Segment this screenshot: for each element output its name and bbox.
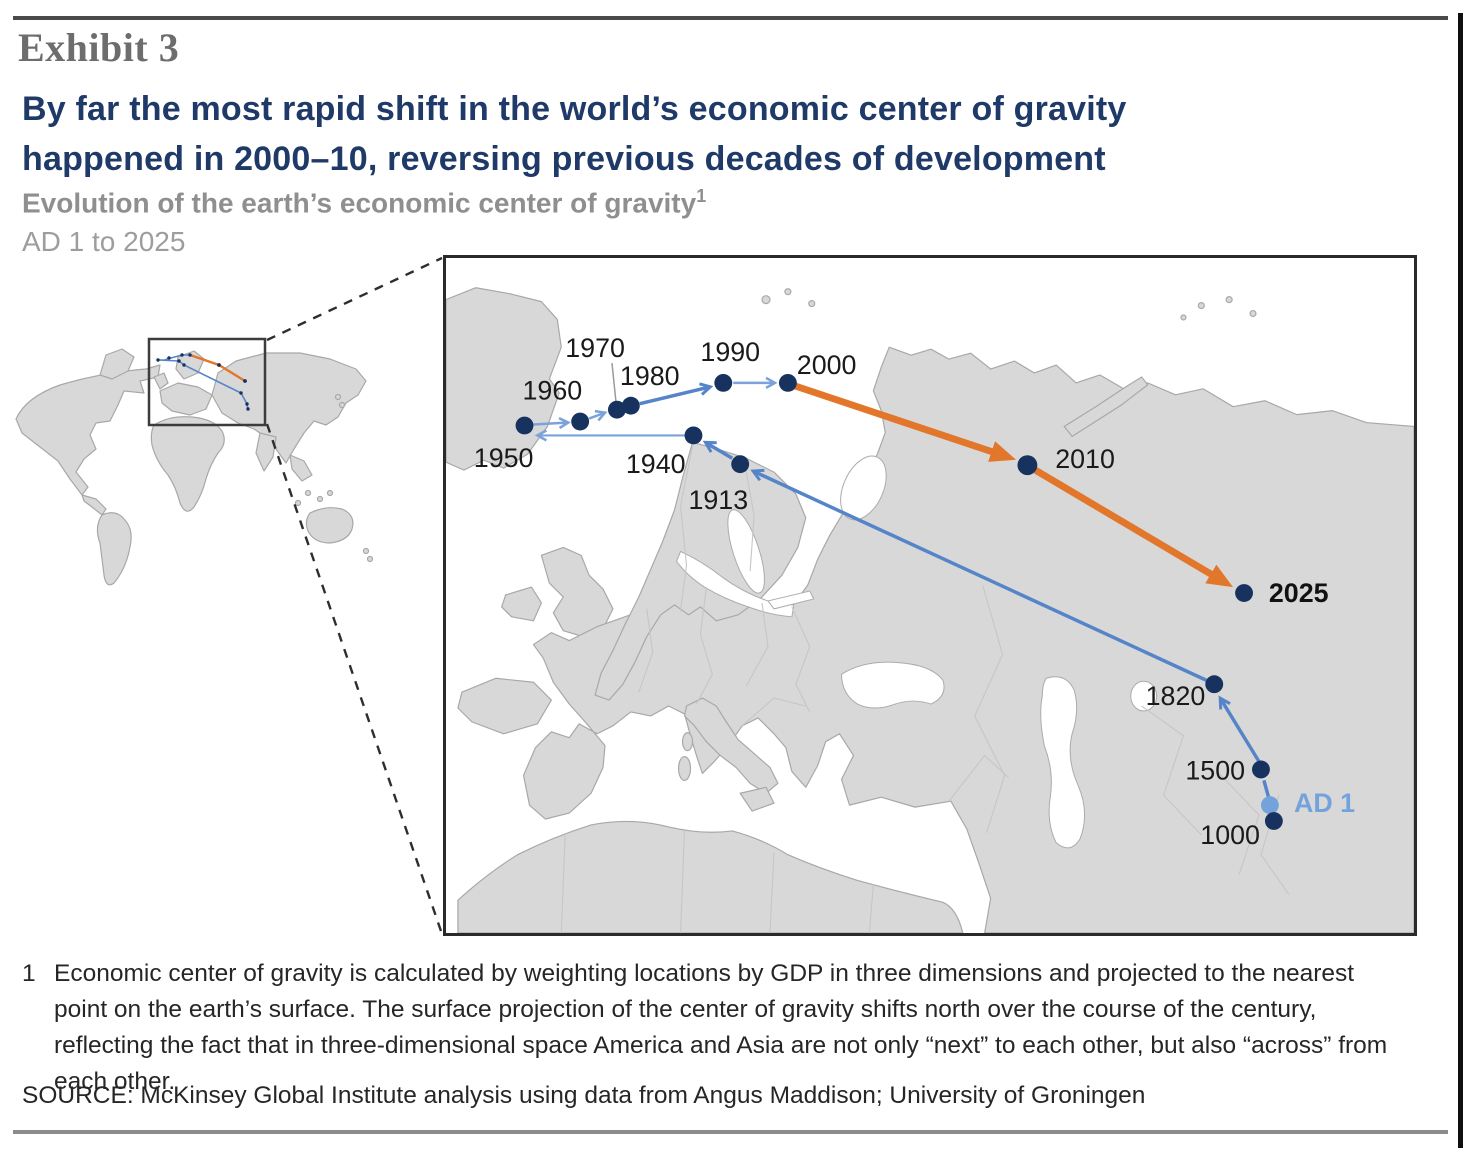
gravity-label-2000: 2000 (797, 350, 857, 380)
minimap-land (15, 348, 374, 586)
country-borders (560, 446, 1290, 934)
gravity-label-1960: 1960 (523, 376, 583, 406)
gravity-dot-1000 (1264, 812, 1283, 830)
gravity-label-1000: 1000 (1200, 820, 1260, 850)
exhibit-label: Exhibit 3 (18, 25, 180, 70)
gravity-dot-1990 (714, 373, 733, 392)
gravity-label-1970: 1970 (565, 333, 625, 363)
route-segment-1500-to-1820 (1220, 698, 1261, 763)
source-line: SOURCE: McKinsey Global Institute analys… (22, 1082, 1146, 1109)
top-rule (13, 16, 1448, 20)
gravity-dot-2010 (1017, 455, 1038, 476)
route-segment-1820-to-1913 (753, 471, 1208, 682)
subtitle-footnote-marker: 1 (696, 186, 707, 206)
gravity-dot-1970 (607, 400, 626, 419)
gravity-label-1940: 1940 (626, 449, 686, 479)
connector-line-top (266, 256, 443, 342)
right-rule (1458, 13, 1463, 1148)
subtitle-text: Evolution of the earth’s economic center… (22, 187, 697, 219)
page-title-line1: By far the most rapid shift in the world… (22, 90, 1127, 128)
page-title: By far the most rapid shift in the world… (22, 84, 1322, 184)
gravity-label-2025: 2025 (1269, 578, 1329, 608)
route-segment-1913-to-1940 (705, 442, 734, 460)
main-map-panel: AD 1 1000 1500 1820 1913 1940 1950 1960 1970 1980… (443, 255, 1417, 936)
gravity-dot-1820 (1205, 675, 1224, 694)
gravity-label-1913: 1913 (688, 485, 748, 515)
route-segment-2000-to-2010 (793, 382, 1017, 462)
footnote-text: Economic center of gravity is calculated… (54, 960, 1388, 1095)
zoom-region-box (147, 337, 267, 427)
map-land (445, 287, 1415, 934)
footnote-marker: 1 (22, 960, 36, 987)
gravity-label-2010: 2010 (1055, 444, 1115, 474)
gravity-dot-1950 (515, 416, 534, 435)
route-segment-2010-to-2025 (1033, 467, 1234, 588)
page-subtitle: Evolution of the earth’s economic center… (22, 186, 706, 219)
gravity-label-AD-1: AD 1 (1294, 788, 1355, 818)
gravity-dot-1940 (684, 426, 703, 445)
minimap-route-dots (156, 353, 250, 411)
gravity-label-1980: 1980 (620, 361, 680, 391)
gravity-label-1820: 1820 (1146, 681, 1206, 711)
gravity-dot-2025 (1235, 584, 1253, 602)
minimap-svg (15, 337, 374, 586)
footnote: 1 Economic center of gravity is calculat… (22, 956, 1414, 1100)
date-range: AD 1 to 2025 (22, 226, 186, 257)
label-leader-line-1970 (611, 362, 617, 402)
gravity-dot-1960 (571, 412, 590, 431)
gravity-dot-1980 (621, 396, 640, 415)
bottom-rule (13, 1130, 1448, 1134)
gravity-label-1950: 1950 (474, 443, 534, 473)
route-segment-1960-to-1970 (588, 409, 608, 422)
gravity-dot-AD-1 (1260, 796, 1279, 815)
gravity-dot-1913 (731, 455, 750, 474)
gravity-label-1990: 1990 (700, 337, 760, 367)
page-title-line2: happened in 2000–10, reversing previous … (22, 140, 1106, 178)
world-minimap (8, 335, 440, 635)
gravity-dot-1500 (1252, 760, 1270, 779)
gravity-dot-2000 (778, 373, 797, 392)
route-segment-1950-to-1960 (533, 416, 571, 430)
route-segment-1980-to-1990 (639, 387, 711, 406)
minimap-route (147, 337, 267, 427)
gravity-label-1500: 1500 (1185, 755, 1245, 785)
